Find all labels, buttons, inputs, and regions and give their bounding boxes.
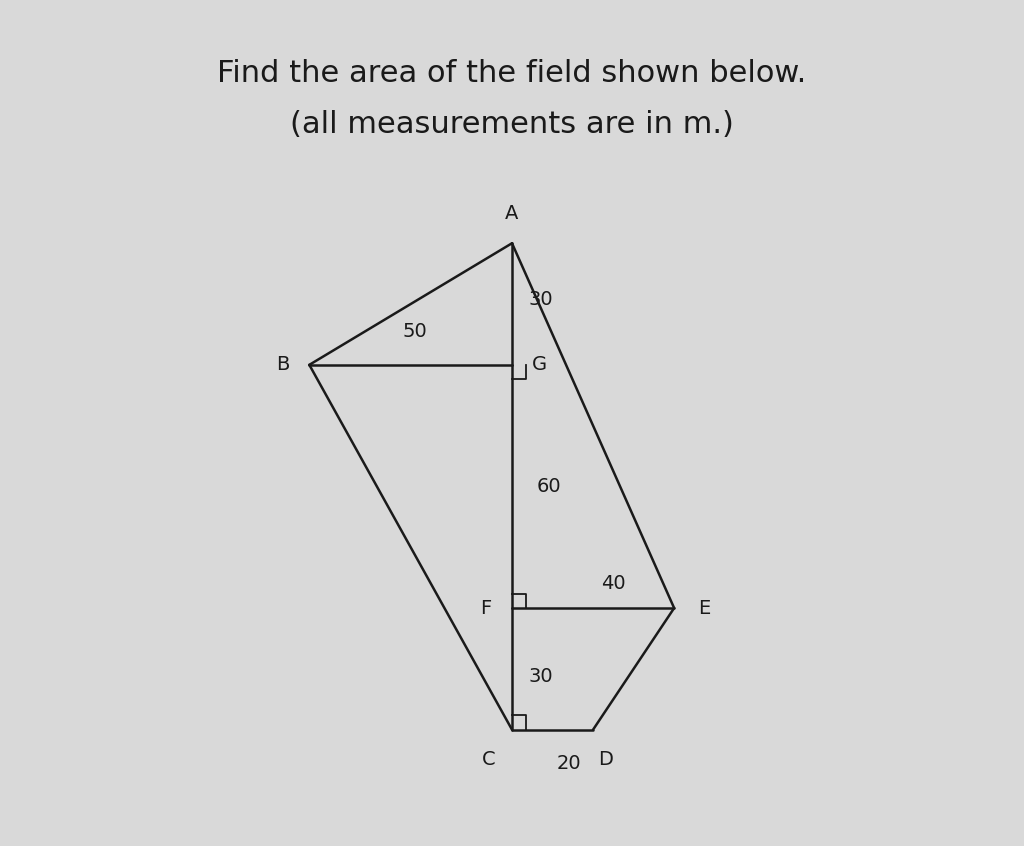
Text: F: F [480, 599, 492, 618]
Text: G: G [532, 355, 548, 374]
Text: 20: 20 [556, 754, 581, 773]
Text: A: A [505, 204, 519, 223]
Text: D: D [598, 750, 612, 769]
Text: B: B [275, 355, 289, 374]
Text: E: E [698, 599, 711, 618]
Text: 60: 60 [537, 477, 561, 496]
Text: (all measurements are in m.): (all measurements are in m.) [290, 110, 734, 139]
Text: 30: 30 [528, 290, 553, 310]
Text: 30: 30 [528, 667, 553, 686]
Text: Find the area of the field shown below.: Find the area of the field shown below. [217, 59, 807, 88]
Text: 40: 40 [601, 574, 626, 593]
Text: C: C [482, 750, 496, 769]
Text: 50: 50 [402, 321, 427, 341]
